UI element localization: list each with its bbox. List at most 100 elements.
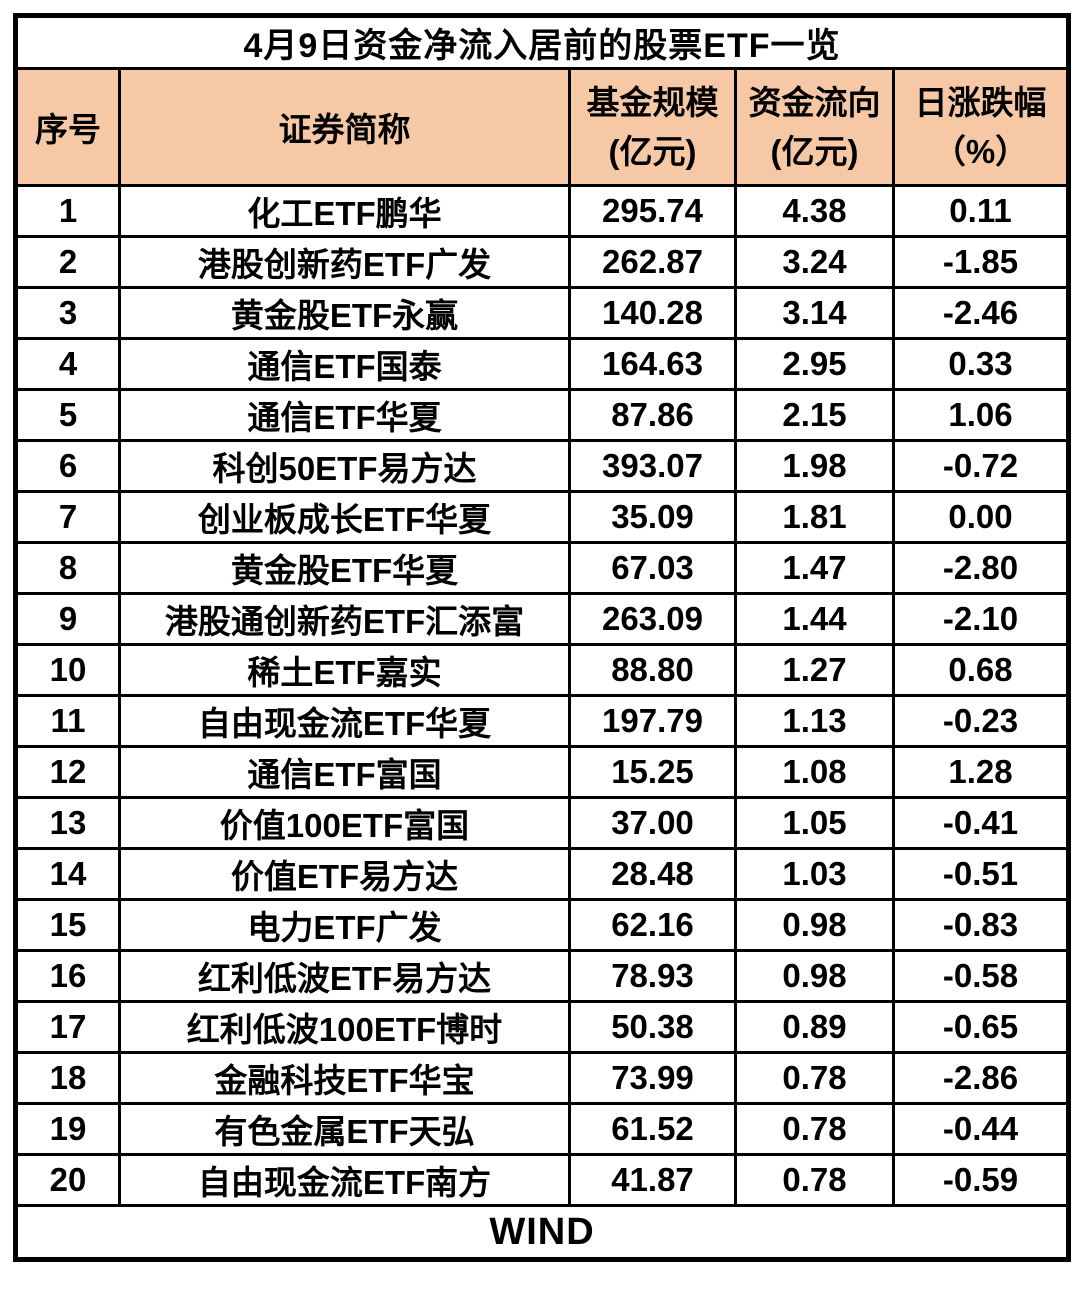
cell-change: -0.59 xyxy=(891,1153,1071,1207)
header-col-index: 序号 xyxy=(14,67,121,187)
cell-change: 1.06 xyxy=(891,388,1071,442)
etf-table: 4月9日资金净流入居前的股票ETF一览 序号 证券简称 基金规模 (亿元) 资金… xyxy=(13,13,1072,1262)
cell-scale: 15.25 xyxy=(568,745,737,799)
header-row: 序号 证券简称 基金规模 (亿元) 资金流向 (亿元) 日涨跌幅 （%） xyxy=(14,67,1071,187)
cell-rank: 8 xyxy=(14,541,121,595)
cell-flow: 1.47 xyxy=(734,541,895,595)
cell-name: 价值ETF易方达 xyxy=(118,847,571,901)
table-row: 4 通信ETF国泰 164.63 2.95 0.33 xyxy=(14,337,1071,391)
cell-flow: 0.98 xyxy=(734,898,895,952)
table-body-wrapper: 4月9日资金净流入居前的股票ETF一览 序号 证券简称 基金规模 (亿元) 资金… xyxy=(13,14,1071,1261)
cell-name: 稀土ETF嘉实 xyxy=(118,643,571,697)
header-col-flow-line1: 资金流向 xyxy=(748,83,881,121)
table-row: 13 价值100ETF富国 37.00 1.05 -0.41 xyxy=(14,796,1071,850)
cell-flow: 4.38 xyxy=(734,184,895,238)
table-title: 4月9日资金净流入居前的股票ETF一览 xyxy=(13,14,1071,70)
cell-rank: 12 xyxy=(14,745,121,799)
table-row: 19 有色金属ETF天弘 61.52 0.78 -0.44 xyxy=(14,1102,1071,1156)
table-row: 7 创业板成长ETF华夏 35.09 1.81 0.00 xyxy=(14,490,1071,544)
cell-scale: 87.86 xyxy=(568,388,737,442)
cell-flow: 1.05 xyxy=(734,796,895,850)
cell-change: -2.10 xyxy=(891,592,1071,646)
cell-rank: 16 xyxy=(14,949,121,1003)
table-row: 16 红利低波ETF易方达 78.93 0.98 -0.58 xyxy=(14,949,1071,1003)
cell-rank: 15 xyxy=(14,898,121,952)
cell-scale: 164.63 xyxy=(568,337,737,391)
title-row: 4月9日资金净流入居前的股票ETF一览 xyxy=(13,14,1071,70)
cell-name: 通信ETF国泰 xyxy=(118,337,571,391)
header-col-change-line2: （%） xyxy=(932,133,1029,170)
cell-flow: 2.15 xyxy=(734,388,895,442)
cell-change: -0.72 xyxy=(891,439,1071,493)
cell-change: -0.65 xyxy=(891,1000,1071,1054)
cell-rank: 7 xyxy=(14,490,121,544)
cell-scale: 78.93 xyxy=(568,949,737,1003)
cell-change: -0.51 xyxy=(891,847,1071,901)
cell-change: 0.00 xyxy=(891,490,1071,544)
cell-flow: 1.08 xyxy=(734,745,895,799)
cell-scale: 50.38 xyxy=(568,1000,737,1054)
cell-flow: 0.78 xyxy=(734,1153,895,1207)
table-row: 14 价值ETF易方达 28.48 1.03 -0.51 xyxy=(14,847,1071,901)
cell-name: 自由现金流ETF华夏 xyxy=(118,694,571,748)
cell-flow: 3.24 xyxy=(734,235,895,289)
header-col-name: 证券简称 xyxy=(118,67,571,187)
cell-flow: 0.98 xyxy=(734,949,895,1003)
table-row: 20 自由现金流ETF南方 41.87 0.78 -0.59 xyxy=(14,1153,1071,1207)
table-row: 2 港股创新药ETF广发 262.87 3.24 -1.85 xyxy=(14,235,1071,289)
cell-rank: 4 xyxy=(14,337,121,391)
table-row: 3 黄金股ETF永赢 140.28 3.14 -2.46 xyxy=(14,286,1071,340)
cell-scale: 140.28 xyxy=(568,286,737,340)
table-row: 18 金融科技ETF华宝 73.99 0.78 -2.86 xyxy=(14,1051,1071,1105)
cell-flow: 0.78 xyxy=(734,1102,895,1156)
cell-flow: 0.78 xyxy=(734,1051,895,1105)
header-col-change: 日涨跌幅 （%） xyxy=(891,67,1071,187)
table-row: 11 自由现金流ETF华夏 197.79 1.13 -0.23 xyxy=(14,694,1071,748)
cell-change: -1.85 xyxy=(891,235,1071,289)
cell-change: -2.86 xyxy=(891,1051,1071,1105)
cell-change: -0.23 xyxy=(891,694,1071,748)
cell-scale: 61.52 xyxy=(568,1102,737,1156)
cell-change: -0.83 xyxy=(891,898,1071,952)
cell-scale: 37.00 xyxy=(568,796,737,850)
cell-name: 港股通创新药ETF汇添富 xyxy=(118,592,571,646)
data-source-label: WIND xyxy=(13,1204,1071,1261)
cell-rank: 9 xyxy=(14,592,121,646)
cell-change: 0.33 xyxy=(891,337,1071,391)
cell-change: -0.44 xyxy=(891,1102,1071,1156)
cell-scale: 41.87 xyxy=(568,1153,737,1207)
header-col-scale-line1: 基金规模 xyxy=(586,83,719,121)
cell-flow: 2.95 xyxy=(734,337,895,391)
table-row: 17 红利低波100ETF博时 50.38 0.89 -0.65 xyxy=(14,1000,1071,1054)
cell-flow: 3.14 xyxy=(734,286,895,340)
cell-rank: 19 xyxy=(14,1102,121,1156)
table-row: 5 通信ETF华夏 87.86 2.15 1.06 xyxy=(14,388,1071,442)
cell-name: 通信ETF富国 xyxy=(118,745,571,799)
cell-name: 价值100ETF富国 xyxy=(118,796,571,850)
cell-rank: 10 xyxy=(14,643,121,697)
cell-flow: 1.81 xyxy=(734,490,895,544)
cell-rank: 6 xyxy=(14,439,121,493)
table-row: 6 科创50ETF易方达 393.07 1.98 -0.72 xyxy=(14,439,1071,493)
header-col-change-line1: 日涨跌幅 xyxy=(914,83,1047,121)
cell-flow: 1.98 xyxy=(734,439,895,493)
cell-name: 科创50ETF易方达 xyxy=(118,439,571,493)
cell-change: 0.11 xyxy=(891,184,1071,238)
cell-flow: 0.89 xyxy=(734,1000,895,1054)
cell-name: 化工ETF鹏华 xyxy=(118,184,571,238)
cell-name: 创业板成长ETF华夏 xyxy=(118,490,571,544)
cell-scale: 263.09 xyxy=(568,592,737,646)
cell-rank: 1 xyxy=(14,184,121,238)
footer-row: WIND xyxy=(13,1204,1071,1261)
cell-name: 通信ETF华夏 xyxy=(118,388,571,442)
cell-scale: 67.03 xyxy=(568,541,737,595)
cell-change: -2.80 xyxy=(891,541,1071,595)
cell-name: 黄金股ETF永赢 xyxy=(118,286,571,340)
cell-rank: 14 xyxy=(14,847,121,901)
cell-scale: 62.16 xyxy=(568,898,737,952)
cell-change: -0.58 xyxy=(891,949,1071,1003)
cell-rank: 11 xyxy=(14,694,121,748)
header-col-flow-line2: (亿元) xyxy=(770,133,859,170)
cell-name: 红利低波100ETF博时 xyxy=(118,1000,571,1054)
cell-name: 红利低波ETF易方达 xyxy=(118,949,571,1003)
